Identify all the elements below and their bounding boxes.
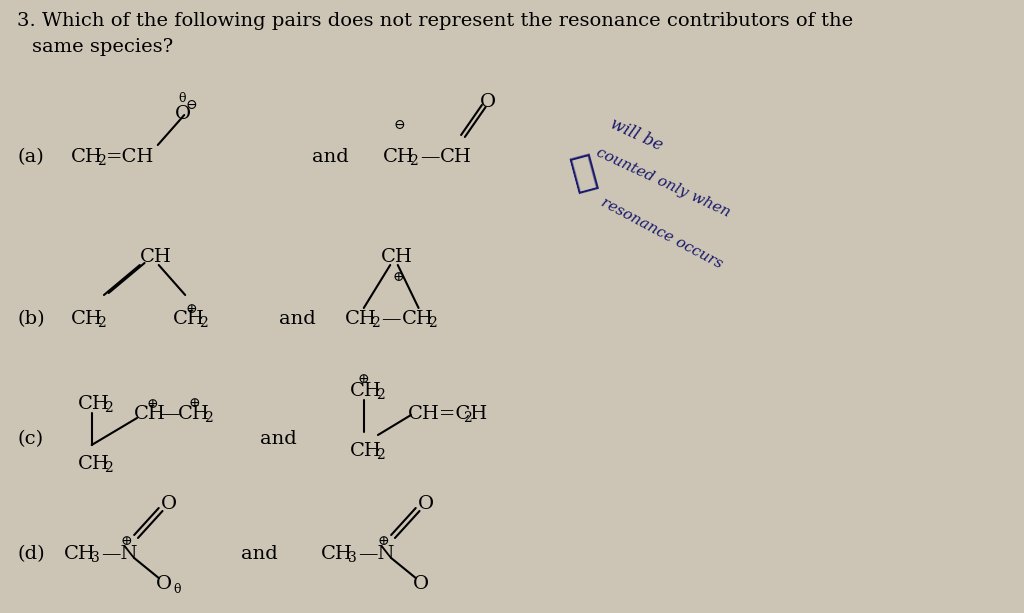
Text: CH: CH bbox=[71, 310, 102, 328]
Text: CH: CH bbox=[134, 405, 166, 423]
Text: ⊕: ⊕ bbox=[121, 534, 132, 548]
Text: 3. Which of the following pairs does not represent the resonance contributors of: 3. Which of the following pairs does not… bbox=[17, 12, 853, 30]
Text: 3: 3 bbox=[348, 551, 356, 565]
Text: 2: 2 bbox=[463, 411, 472, 425]
Text: and: and bbox=[241, 545, 278, 563]
Text: same species?: same species? bbox=[32, 38, 173, 56]
Text: 3: 3 bbox=[91, 551, 99, 565]
Text: CH: CH bbox=[140, 248, 172, 266]
Text: 2: 2 bbox=[372, 316, 380, 330]
Text: will be: will be bbox=[607, 115, 665, 154]
Text: CH: CH bbox=[349, 442, 382, 460]
Text: CH: CH bbox=[322, 545, 353, 563]
Text: O: O bbox=[156, 575, 172, 593]
Text: =CH: =CH bbox=[105, 148, 155, 166]
Text: ⊕: ⊕ bbox=[189, 396, 201, 410]
Text: O: O bbox=[175, 105, 190, 123]
Text: 2: 2 bbox=[97, 316, 106, 330]
Text: and: and bbox=[260, 430, 297, 448]
Text: CH: CH bbox=[78, 395, 110, 413]
Text: ⊖: ⊖ bbox=[185, 98, 197, 112]
Text: ⊕: ⊕ bbox=[185, 302, 197, 316]
Text: 2: 2 bbox=[410, 154, 418, 168]
Text: CH: CH bbox=[177, 405, 210, 423]
Text: 2: 2 bbox=[103, 461, 113, 475]
Text: 2: 2 bbox=[103, 401, 113, 415]
Text: counted only when: counted only when bbox=[594, 145, 732, 219]
Text: and: and bbox=[311, 148, 348, 166]
Text: 2: 2 bbox=[204, 411, 213, 425]
Text: θ: θ bbox=[178, 92, 186, 105]
Text: —N: —N bbox=[101, 545, 137, 563]
Text: (c): (c) bbox=[17, 430, 43, 448]
Text: and: and bbox=[279, 310, 315, 328]
Text: CH=CH: CH=CH bbox=[409, 405, 488, 423]
Text: CH: CH bbox=[381, 248, 413, 266]
Text: 2: 2 bbox=[200, 316, 208, 330]
Text: CH: CH bbox=[349, 382, 382, 400]
Text: ⊕: ⊕ bbox=[392, 270, 403, 284]
Text: ⊕: ⊕ bbox=[357, 372, 369, 386]
Text: CH: CH bbox=[173, 310, 205, 328]
Text: O: O bbox=[413, 575, 429, 593]
Text: 2: 2 bbox=[376, 388, 385, 402]
Text: O: O bbox=[161, 495, 177, 513]
Text: CH: CH bbox=[78, 455, 110, 473]
Text: CH: CH bbox=[440, 148, 472, 166]
Text: —N: —N bbox=[358, 545, 394, 563]
Text: ⊖: ⊖ bbox=[393, 118, 404, 132]
Text: ✓: ✓ bbox=[567, 148, 602, 196]
Text: CH: CH bbox=[345, 310, 377, 328]
Text: 2: 2 bbox=[97, 154, 106, 168]
Text: resonance occurs: resonance occurs bbox=[598, 195, 724, 271]
Text: θ: θ bbox=[174, 583, 181, 596]
Text: (d): (d) bbox=[17, 545, 45, 563]
Text: —: — bbox=[160, 405, 179, 423]
Text: CH: CH bbox=[401, 310, 433, 328]
Text: ⊕: ⊕ bbox=[378, 534, 389, 548]
Text: 2: 2 bbox=[428, 316, 437, 330]
Text: 2: 2 bbox=[376, 448, 385, 462]
Text: (a): (a) bbox=[17, 148, 44, 166]
Text: O: O bbox=[418, 495, 434, 513]
Text: —: — bbox=[381, 310, 400, 328]
Text: CH: CH bbox=[71, 148, 102, 166]
Text: CH: CH bbox=[383, 148, 415, 166]
Text: —: — bbox=[421, 148, 440, 166]
Text: O: O bbox=[480, 93, 496, 111]
Text: CH: CH bbox=[65, 545, 96, 563]
Text: (b): (b) bbox=[17, 310, 45, 328]
Text: ⊕: ⊕ bbox=[146, 397, 158, 411]
